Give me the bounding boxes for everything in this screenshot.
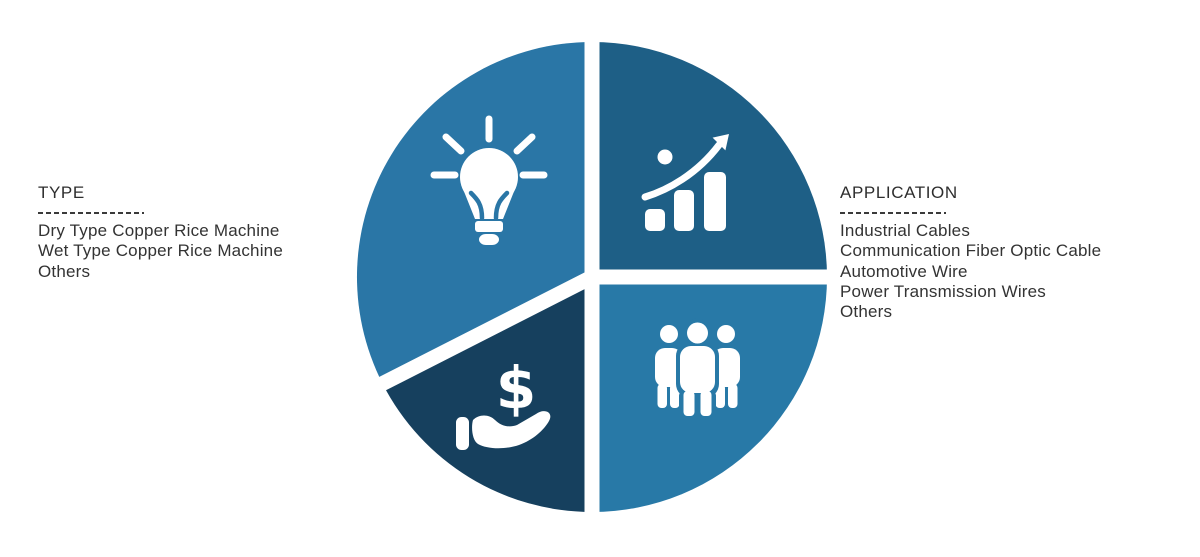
type-list: Dry Type Copper Rice Machine Wet Type Co… [38,221,283,282]
people-icon [655,318,740,420]
type-divider [38,212,144,214]
person-left [655,325,682,408]
lightbulb-icon [430,115,548,245]
pie-slice-bottom-left [382,277,592,512]
hand-palm [472,411,551,449]
person-middle [680,322,715,416]
type-section: TYPE Dry Type Copper Rice Machine Wet Ty… [38,183,283,282]
application-section: APPLICATION Industrial Cables Communicat… [840,183,1101,322]
type-list-item: Wet Type Copper Rice Machine [38,241,283,261]
application-list-item: Communication Fiber Optic Cable [840,241,1102,261]
growth-chart-icon [641,134,729,231]
application-list-item: Power Transmission Wires [840,281,1047,301]
application-list-item: Others [840,302,893,322]
person-right [713,325,740,408]
type-list-item: Dry Type Copper Rice Machine [38,221,280,240]
hand-dollar-icon: $ [456,354,551,450]
dollar-sign: $ [496,354,536,422]
type-heading: TYPE [38,183,85,202]
application-heading: APPLICATION [840,183,958,202]
application-list-item: Industrial Cables [840,221,971,240]
application-list: Industrial Cables Communication Fiber Op… [840,221,1101,322]
application-divider [840,212,946,214]
application-list-item: Automotive Wire [840,261,968,281]
slice-separators [365,28,842,526]
hand-cuff [456,417,469,450]
type-list-item: Others [38,261,91,281]
